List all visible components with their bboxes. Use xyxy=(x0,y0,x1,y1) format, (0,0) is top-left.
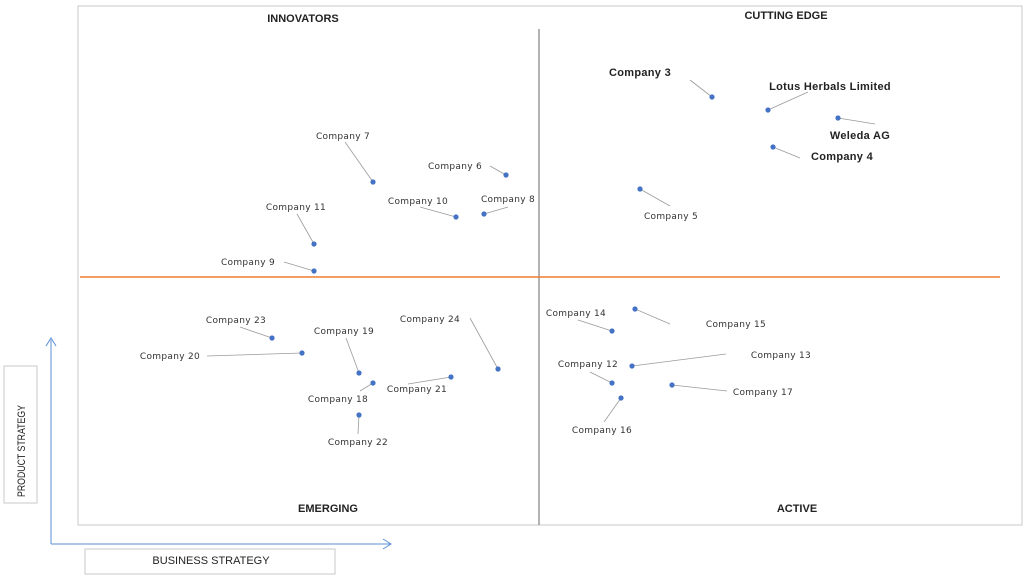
quadrant-innovators: INNOVATORS xyxy=(267,13,339,25)
point-label-company-10: Company 10 xyxy=(388,197,448,207)
leader-line-company-5 xyxy=(639,188,671,207)
leader-line-company-7 xyxy=(344,141,374,183)
leader-lines xyxy=(206,79,876,435)
data-point-company-3 xyxy=(709,94,715,100)
leader-line-company-13 xyxy=(631,353,727,367)
point-label-company-13: Company 13 xyxy=(751,351,811,361)
point-label-company-17: Company 17 xyxy=(733,388,793,398)
point-label-company-11: Company 11 xyxy=(266,203,326,213)
leader-line-company-19 xyxy=(345,337,360,374)
point-label-company-21: Company 21 xyxy=(387,385,447,395)
data-point-company-9 xyxy=(311,268,317,274)
leader-line-company-22 xyxy=(357,414,360,435)
leader-line-company-23 xyxy=(239,326,273,339)
x-axis-title-box xyxy=(84,548,336,575)
point-label-company-22: Company 22 xyxy=(328,438,388,448)
quadrant-active: ACTIVE xyxy=(777,503,817,515)
data-point-company-8 xyxy=(481,211,487,217)
leader-line-company-17 xyxy=(671,384,728,392)
leader-line-company-4 xyxy=(772,146,801,159)
data-point-company-10 xyxy=(453,214,459,220)
leader-line-company-10 xyxy=(419,206,457,218)
data-point-company-24 xyxy=(495,366,501,372)
point-label-company-7: Company 7 xyxy=(316,132,370,142)
leader-line-company-9 xyxy=(283,261,315,272)
quadrant-emerging: EMERGING xyxy=(298,503,358,515)
data-point-company-5 xyxy=(637,186,643,192)
quadrant-cutting-edge: CUTTING EDGE xyxy=(744,10,827,22)
data-point-company-21 xyxy=(448,374,454,380)
point-label-company-20: Company 20 xyxy=(140,352,200,362)
data-point-company-6 xyxy=(503,172,509,178)
leader-line-company-12 xyxy=(589,371,613,384)
y-axis-title-box xyxy=(3,365,38,504)
leader-line-company-8 xyxy=(483,206,509,215)
point-label-company-19: Company 19 xyxy=(314,327,374,337)
leader-line-company-14 xyxy=(577,319,613,332)
leader-line-company-11 xyxy=(296,213,315,245)
data-points xyxy=(269,94,841,418)
point-label-company-18: Company 18 xyxy=(308,395,368,405)
data-point-company-19 xyxy=(356,370,362,376)
data-point-weleda-ag xyxy=(835,115,841,121)
data-point-company-23 xyxy=(269,335,275,341)
data-point-company-16 xyxy=(618,395,624,401)
data-point-company-22 xyxy=(356,412,362,418)
x-axis-title: BUSINESS STRATEGY xyxy=(152,555,270,567)
leader-line-company-15 xyxy=(634,308,671,325)
point-label-company-4: Company 4 xyxy=(811,151,874,163)
point-label-company-24: Company 24 xyxy=(400,315,460,325)
point-label-company-12: Company 12 xyxy=(558,360,618,370)
data-point-company-13 xyxy=(629,363,635,369)
data-point-company-12 xyxy=(609,380,615,386)
point-label-weleda-ag: Weleda AG xyxy=(830,130,890,142)
data-point-lotus-herbals-limited xyxy=(765,107,771,113)
data-point-company-18 xyxy=(370,380,376,386)
point-label-company-5: Company 5 xyxy=(644,212,698,222)
point-label-company-8: Company 8 xyxy=(481,195,535,205)
leader-line-company-16 xyxy=(603,397,622,423)
y-axis-arrow xyxy=(45,337,57,544)
data-point-company-20 xyxy=(299,350,305,356)
company-labels: Company 3 Lotus Herbals Limited Weleda AG C… xyxy=(140,67,891,448)
point-label-company-6: Company 6 xyxy=(428,162,482,172)
point-label-lotus-herbals-limited: Lotus Herbals Limited xyxy=(769,81,891,93)
leader-line-lotus-herbals-limited xyxy=(767,91,809,111)
leader-line-company-3 xyxy=(689,79,713,98)
x-axis-arrow xyxy=(51,538,392,550)
data-point-company-11 xyxy=(311,241,317,247)
point-label-company-15: Company 15 xyxy=(706,320,766,330)
leader-line-company-20 xyxy=(206,352,303,357)
point-label-company-3: Company 3 xyxy=(609,67,671,79)
plot-frame xyxy=(77,5,1023,526)
data-point-company-14 xyxy=(609,328,615,334)
point-label-company-16: Company 16 xyxy=(572,426,632,436)
data-point-company-15 xyxy=(632,306,638,312)
leader-line-company-21 xyxy=(407,376,452,385)
leader-line-company-24 xyxy=(469,317,499,370)
data-point-company-4 xyxy=(770,144,776,150)
leader-line-company-6 xyxy=(489,165,507,176)
data-point-company-7 xyxy=(370,179,376,185)
point-label-company-14: Company 14 xyxy=(546,309,606,319)
point-label-company-23: Company 23 xyxy=(206,316,266,326)
leader-line-weleda-ag xyxy=(837,117,876,125)
y-axis-title: PRODUCT STRATEGY xyxy=(16,404,28,497)
data-point-company-17 xyxy=(669,382,675,388)
point-label-company-9: Company 9 xyxy=(221,258,275,268)
